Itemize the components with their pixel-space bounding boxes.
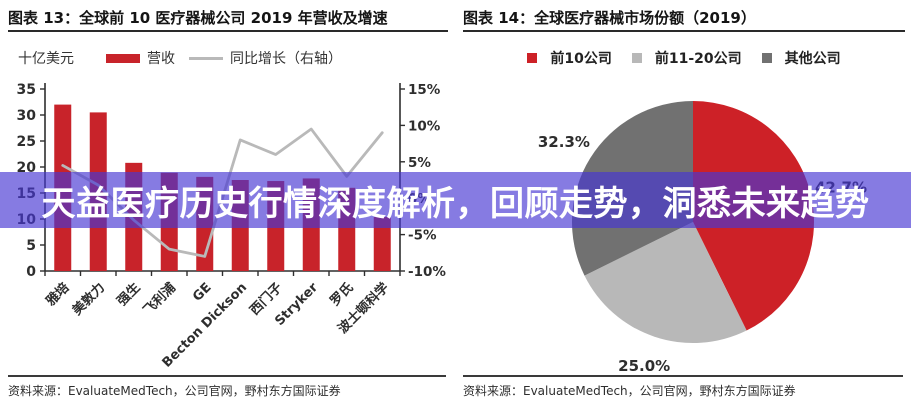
revenue-bar xyxy=(373,216,391,271)
overlay-promo-banner: 天益医疗历史行情深度解析，回顾走势，洞悉未来趋势 xyxy=(0,172,911,228)
banner-title-text: 天益医疗历史行情深度解析，回顾走势，洞悉未来趋势 xyxy=(41,183,870,224)
right-chart-title: 图表 14：全球医疗器械市场份额（2019） xyxy=(463,0,905,32)
left-axis-tick-label: 25 xyxy=(17,134,36,150)
left-chart-title: 图表 13：全球前 10 医疗器械公司 2019 年营收及增速 xyxy=(8,0,448,32)
x-axis-category-label: 飞利浦 xyxy=(140,280,179,319)
right-axis-tick-label: -5% xyxy=(408,228,437,244)
left-chart-legend: 十亿美元 营收 同比增长（右轴） xyxy=(18,48,448,68)
legend-label-revenue: 营收 xyxy=(147,51,175,67)
right-axis-tick-label: 5% xyxy=(408,155,431,171)
legend-label-growth: 同比增长（右轴） xyxy=(230,51,342,67)
legend-label-11-20: 前11-20公司 xyxy=(654,51,742,67)
right-axis-tick-label: -10% xyxy=(408,264,446,280)
panel-market-share-pie: 图表 14：全球医疗器械市场份额（2019） 前10公司 前11-20公司 其他… xyxy=(463,0,905,400)
left-source-note: 资料来源：EvaluateMedTech，公司官网，野村东方国际证券 xyxy=(8,375,446,399)
legend-label-others: 其他公司 xyxy=(784,51,841,67)
market-share-pie-chart: 42.7%25.0%32.3% xyxy=(538,101,867,372)
pie-slice xyxy=(584,222,747,343)
y-axis-unit-label: 十亿美元 xyxy=(18,51,74,67)
right-source-note: 资料来源：EvaluateMedTech，公司官网，野村东方国际证券 xyxy=(463,375,903,399)
legend-item-revenue: 营收 xyxy=(106,48,175,68)
x-axis-category-label: 强生 xyxy=(114,280,144,310)
others-swatch-icon xyxy=(761,53,772,63)
growth-line-swatch-icon xyxy=(189,56,223,60)
rank11-20-swatch-icon xyxy=(631,53,642,63)
revenue-bar-swatch-icon xyxy=(106,53,140,63)
right-axis-tick-label: 15% xyxy=(408,82,441,98)
right-axis-tick-label: 10% xyxy=(408,118,441,134)
x-axis-category-label: 雅培 xyxy=(43,280,73,310)
pie-slice-label: 32.3% xyxy=(538,133,590,151)
left-axis-tick-label: 5 xyxy=(26,238,36,254)
pie-slice-label: 25.0% xyxy=(618,357,670,372)
pie-chart-legend: 前10公司 前11-20公司 其他公司 xyxy=(463,48,905,68)
legend-item-growth: 同比增长（右轴） xyxy=(189,48,342,68)
x-axis-category-label: GE xyxy=(190,280,214,304)
top10-swatch-icon xyxy=(527,53,538,63)
legend-item-top10: 前10公司 xyxy=(527,48,612,68)
left-axis-tick-label: 0 xyxy=(26,264,36,280)
legend-item-others: 其他公司 xyxy=(761,48,841,68)
legend-label-top10: 前10公司 xyxy=(550,51,612,67)
left-axis-tick-label: 35 xyxy=(17,82,36,98)
x-axis-category-label: 美敦力 xyxy=(69,280,108,319)
x-axis-category-label: 罗氏 xyxy=(328,280,357,309)
legend-item-11-20: 前11-20公司 xyxy=(631,48,742,68)
left-axis-tick-label: 30 xyxy=(17,108,37,124)
